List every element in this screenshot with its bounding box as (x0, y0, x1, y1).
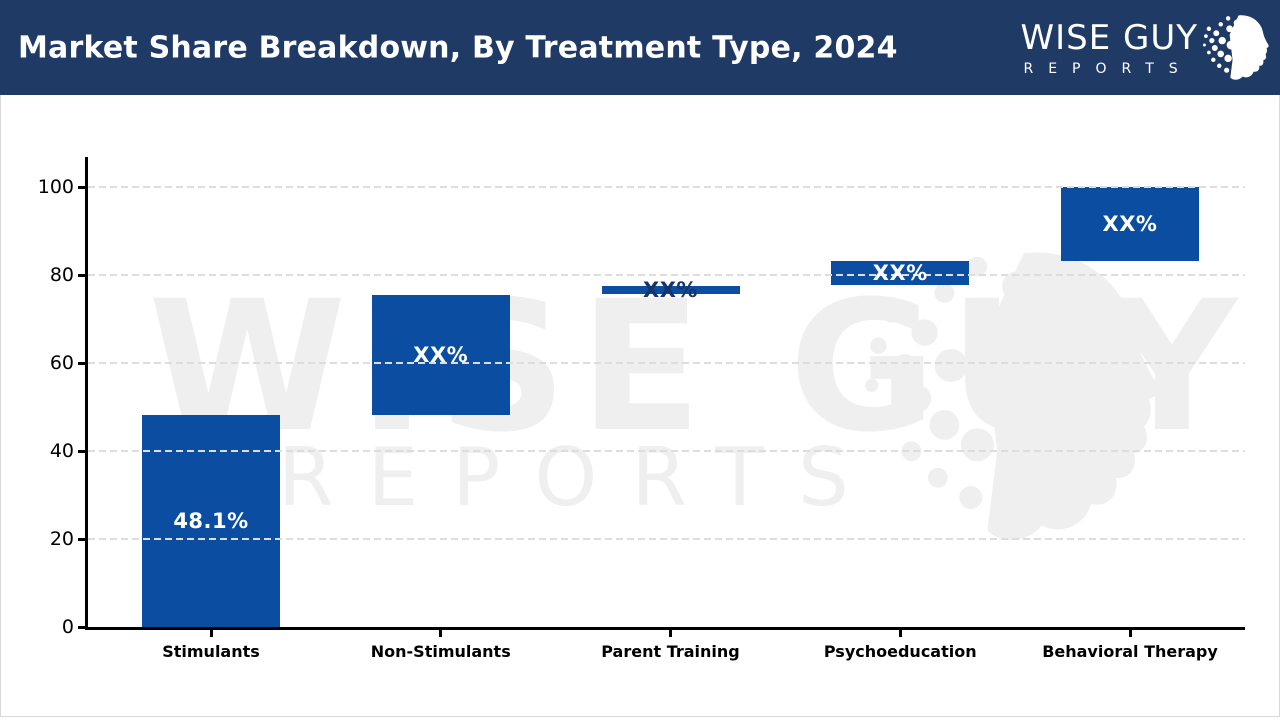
x-tick-mark (1128, 630, 1132, 637)
x-axis-line (85, 627, 1245, 630)
logo-face-icon (1200, 7, 1274, 89)
x-category-label: Psychoeducation (823, 642, 977, 661)
y-axis-line (85, 157, 88, 630)
x-tick-mark (209, 630, 213, 637)
x-category-label: Stimulants (162, 642, 260, 661)
bar-psychoeducation (831, 260, 970, 286)
bar-value-label: XX% (872, 261, 928, 286)
y-tick-label: 80 (49, 264, 74, 286)
y-tick-label: 60 (49, 352, 74, 374)
y-tick-label: 20 (49, 528, 74, 550)
x-tick-mark (669, 630, 672, 637)
y-tick-mark (78, 626, 85, 629)
y-tick-label: 0 (61, 616, 74, 638)
y-tick-mark (78, 538, 85, 541)
bar-non-stimulants (371, 294, 510, 416)
logo-wordmark-line1: WISE GUY (1020, 17, 1198, 58)
x-tick-mark (439, 630, 443, 637)
logo-wordmark: WISE GUY REPORTS (1020, 20, 1198, 77)
bar-behavioral-therapy (1061, 187, 1199, 261)
y-tick-label: 40 (49, 440, 74, 462)
y-tick-mark (78, 186, 85, 189)
header-bar: Market Share Breakdown, By Treatment Typ… (0, 0, 1280, 95)
gridline (88, 274, 1245, 276)
gridline (88, 186, 1245, 188)
bar-parent-training (601, 286, 740, 295)
x-category-label: Non-Stimulants (370, 642, 511, 661)
y-tick-mark (78, 450, 85, 453)
bar-value-label: 48.1% (173, 509, 249, 534)
y-tick-mark (78, 274, 85, 277)
gridline (88, 362, 1245, 364)
bar-value-label: XX% (413, 343, 469, 368)
x-category-label: Behavioral Therapy (1042, 642, 1218, 661)
bar-value-label: XX% (643, 278, 698, 303)
gridline (88, 450, 1245, 452)
y-tick-mark (78, 362, 85, 365)
bar-value-label: XX% (1102, 211, 1158, 236)
y-tick-label: 100 (37, 176, 74, 198)
logo-wordmark-line2: REPORTS (1023, 60, 1193, 77)
page-title: Market Share Breakdown, By Treatment Typ… (18, 30, 898, 65)
gridline (88, 538, 1245, 540)
brand-logo: WISE GUY REPORTS (1020, 5, 1274, 91)
x-category-label: Parent Training (601, 642, 740, 661)
x-tick-mark (898, 630, 902, 637)
